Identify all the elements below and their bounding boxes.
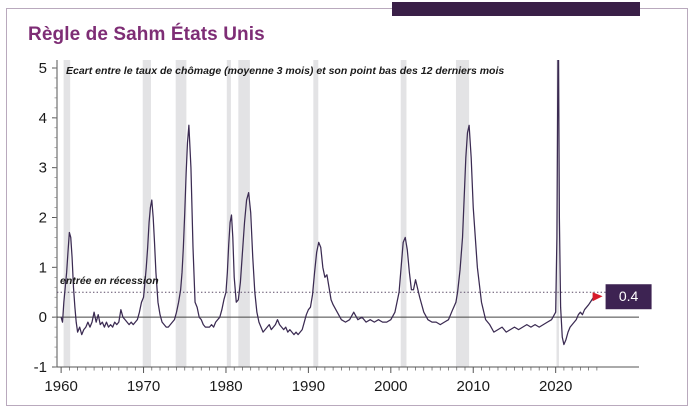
y-tick-label: 2 (39, 210, 47, 227)
sahm-rule-line-chart: -1 0 1 2 3 4 5 1960 1970 1980 1990 2000 2010 2020 Eca… (34, 60, 652, 395)
x-tick-label: 1980 (209, 378, 242, 395)
y-tick-label: 1 (39, 259, 47, 276)
last-value-label: 0.4 (619, 288, 639, 304)
accent-bar (392, 2, 640, 16)
data-series-group (60, 60, 595, 346)
x-tick-label: 1990 (292, 378, 325, 395)
y-tick-label: 4 (39, 110, 47, 127)
last-value-callout: 0.4 (592, 284, 652, 310)
last-value-marker-icon (592, 292, 603, 302)
x-tick-label: 2020 (539, 378, 572, 395)
card-border (6, 8, 688, 406)
last-value-box (605, 284, 652, 310)
y-tick-label: -1 (34, 359, 47, 376)
page-title: Règle de Sahm États Unis (28, 24, 265, 45)
recession-bands-group (63, 60, 559, 367)
recession-threshold-label: entrée en récession (60, 275, 159, 287)
x-tick-label: 2010 (457, 378, 490, 395)
y-tick-label: 3 (39, 160, 47, 177)
y-tick-label: 0 (39, 309, 47, 326)
tick-labels-group: -1 0 1 2 3 4 5 1960 1970 1980 1990 2000 2010 2020 (34, 60, 573, 395)
chart-subtitle: Ecart entre le taux de chômage (moyenne … (66, 65, 504, 77)
x-tick-label: 2000 (374, 378, 407, 395)
x-tick-label: 1970 (127, 378, 160, 395)
y-tick-label: 5 (39, 60, 47, 77)
axes-group (52, 60, 639, 373)
chart-plot-area: -1 0 1 2 3 4 5 1960 1970 1980 1990 2000 2010 2020 Eca… (0, 60, 696, 400)
reference-lines-group (57, 291, 639, 318)
x-tick-label: 1960 (44, 378, 77, 395)
